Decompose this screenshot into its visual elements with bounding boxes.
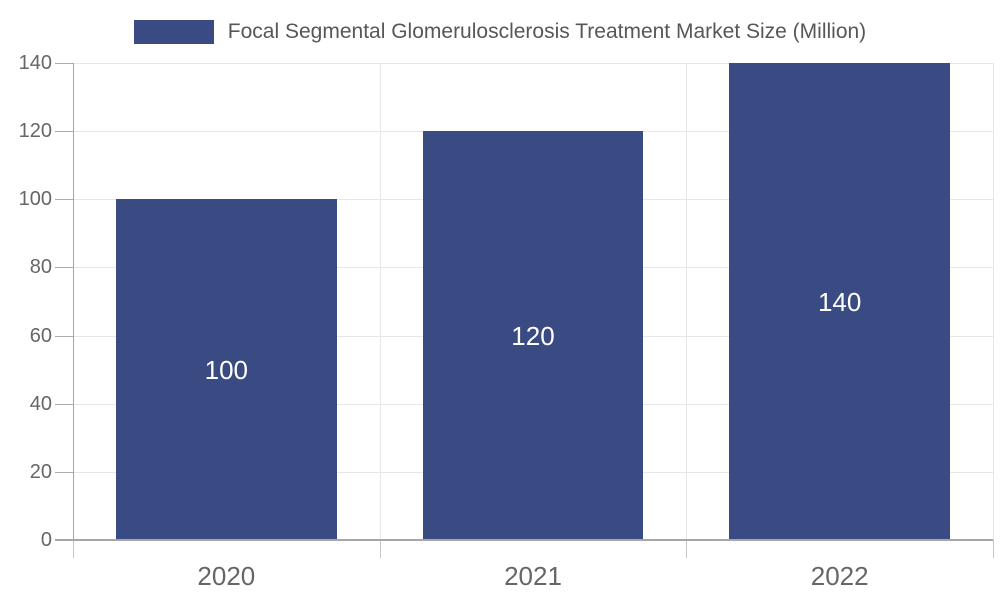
gridline-horizontal (73, 63, 993, 64)
y-tick-label: 100 (18, 188, 52, 211)
gridline-vertical (686, 63, 688, 540)
x-tick-mark (379, 540, 381, 558)
x-tick-label: 2022 (810, 561, 869, 591)
y-tick-label: 80 (29, 256, 52, 279)
x-tick-mark (73, 540, 74, 558)
y-tick-mark (55, 199, 73, 201)
x-tick-mark (686, 540, 688, 558)
y-tick-mark (55, 335, 73, 337)
y-tick-label: 20 (29, 460, 52, 483)
bar-value-label: 100 (204, 354, 249, 385)
legend[interactable]: Focal Segmental Glomerulosclerosis Treat… (0, 19, 1000, 45)
y-tick-label: 0 (40, 529, 52, 551)
bar-2020[interactable]: 100 (115, 199, 337, 540)
legend-swatch-icon (133, 20, 214, 44)
bar-value-label: 140 (817, 286, 862, 317)
plot-area: 0 20 40 60 80 100 120 140 100 2020 120 2021 140 2022 (19, 53, 994, 591)
y-tick-mark (55, 131, 73, 133)
y-tick-mark (55, 267, 73, 269)
x-tick-label: 2021 (504, 561, 562, 591)
bar-2021[interactable]: 120 (422, 131, 644, 540)
y-tick-mark (55, 403, 73, 405)
y-tick-label: 120 (18, 120, 52, 143)
y-tick-mark (55, 471, 73, 473)
y-axis-line (73, 63, 74, 540)
x-axis-line (55, 539, 993, 541)
y-tick-mark (55, 63, 73, 64)
bar-value-label: 120 (511, 320, 555, 351)
bar-2022[interactable]: 140 (729, 63, 951, 540)
legend-label: Focal Segmental Glomerulosclerosis Treat… (227, 20, 867, 43)
gridline-vertical (379, 63, 381, 540)
y-tick-label: 60 (29, 324, 52, 347)
x-tick-label: 2020 (197, 561, 256, 591)
y-tick-label: 40 (29, 392, 52, 415)
y-tick-label: 140 (18, 52, 52, 74)
plot-border-right (993, 63, 994, 540)
x-tick-mark (993, 540, 994, 558)
